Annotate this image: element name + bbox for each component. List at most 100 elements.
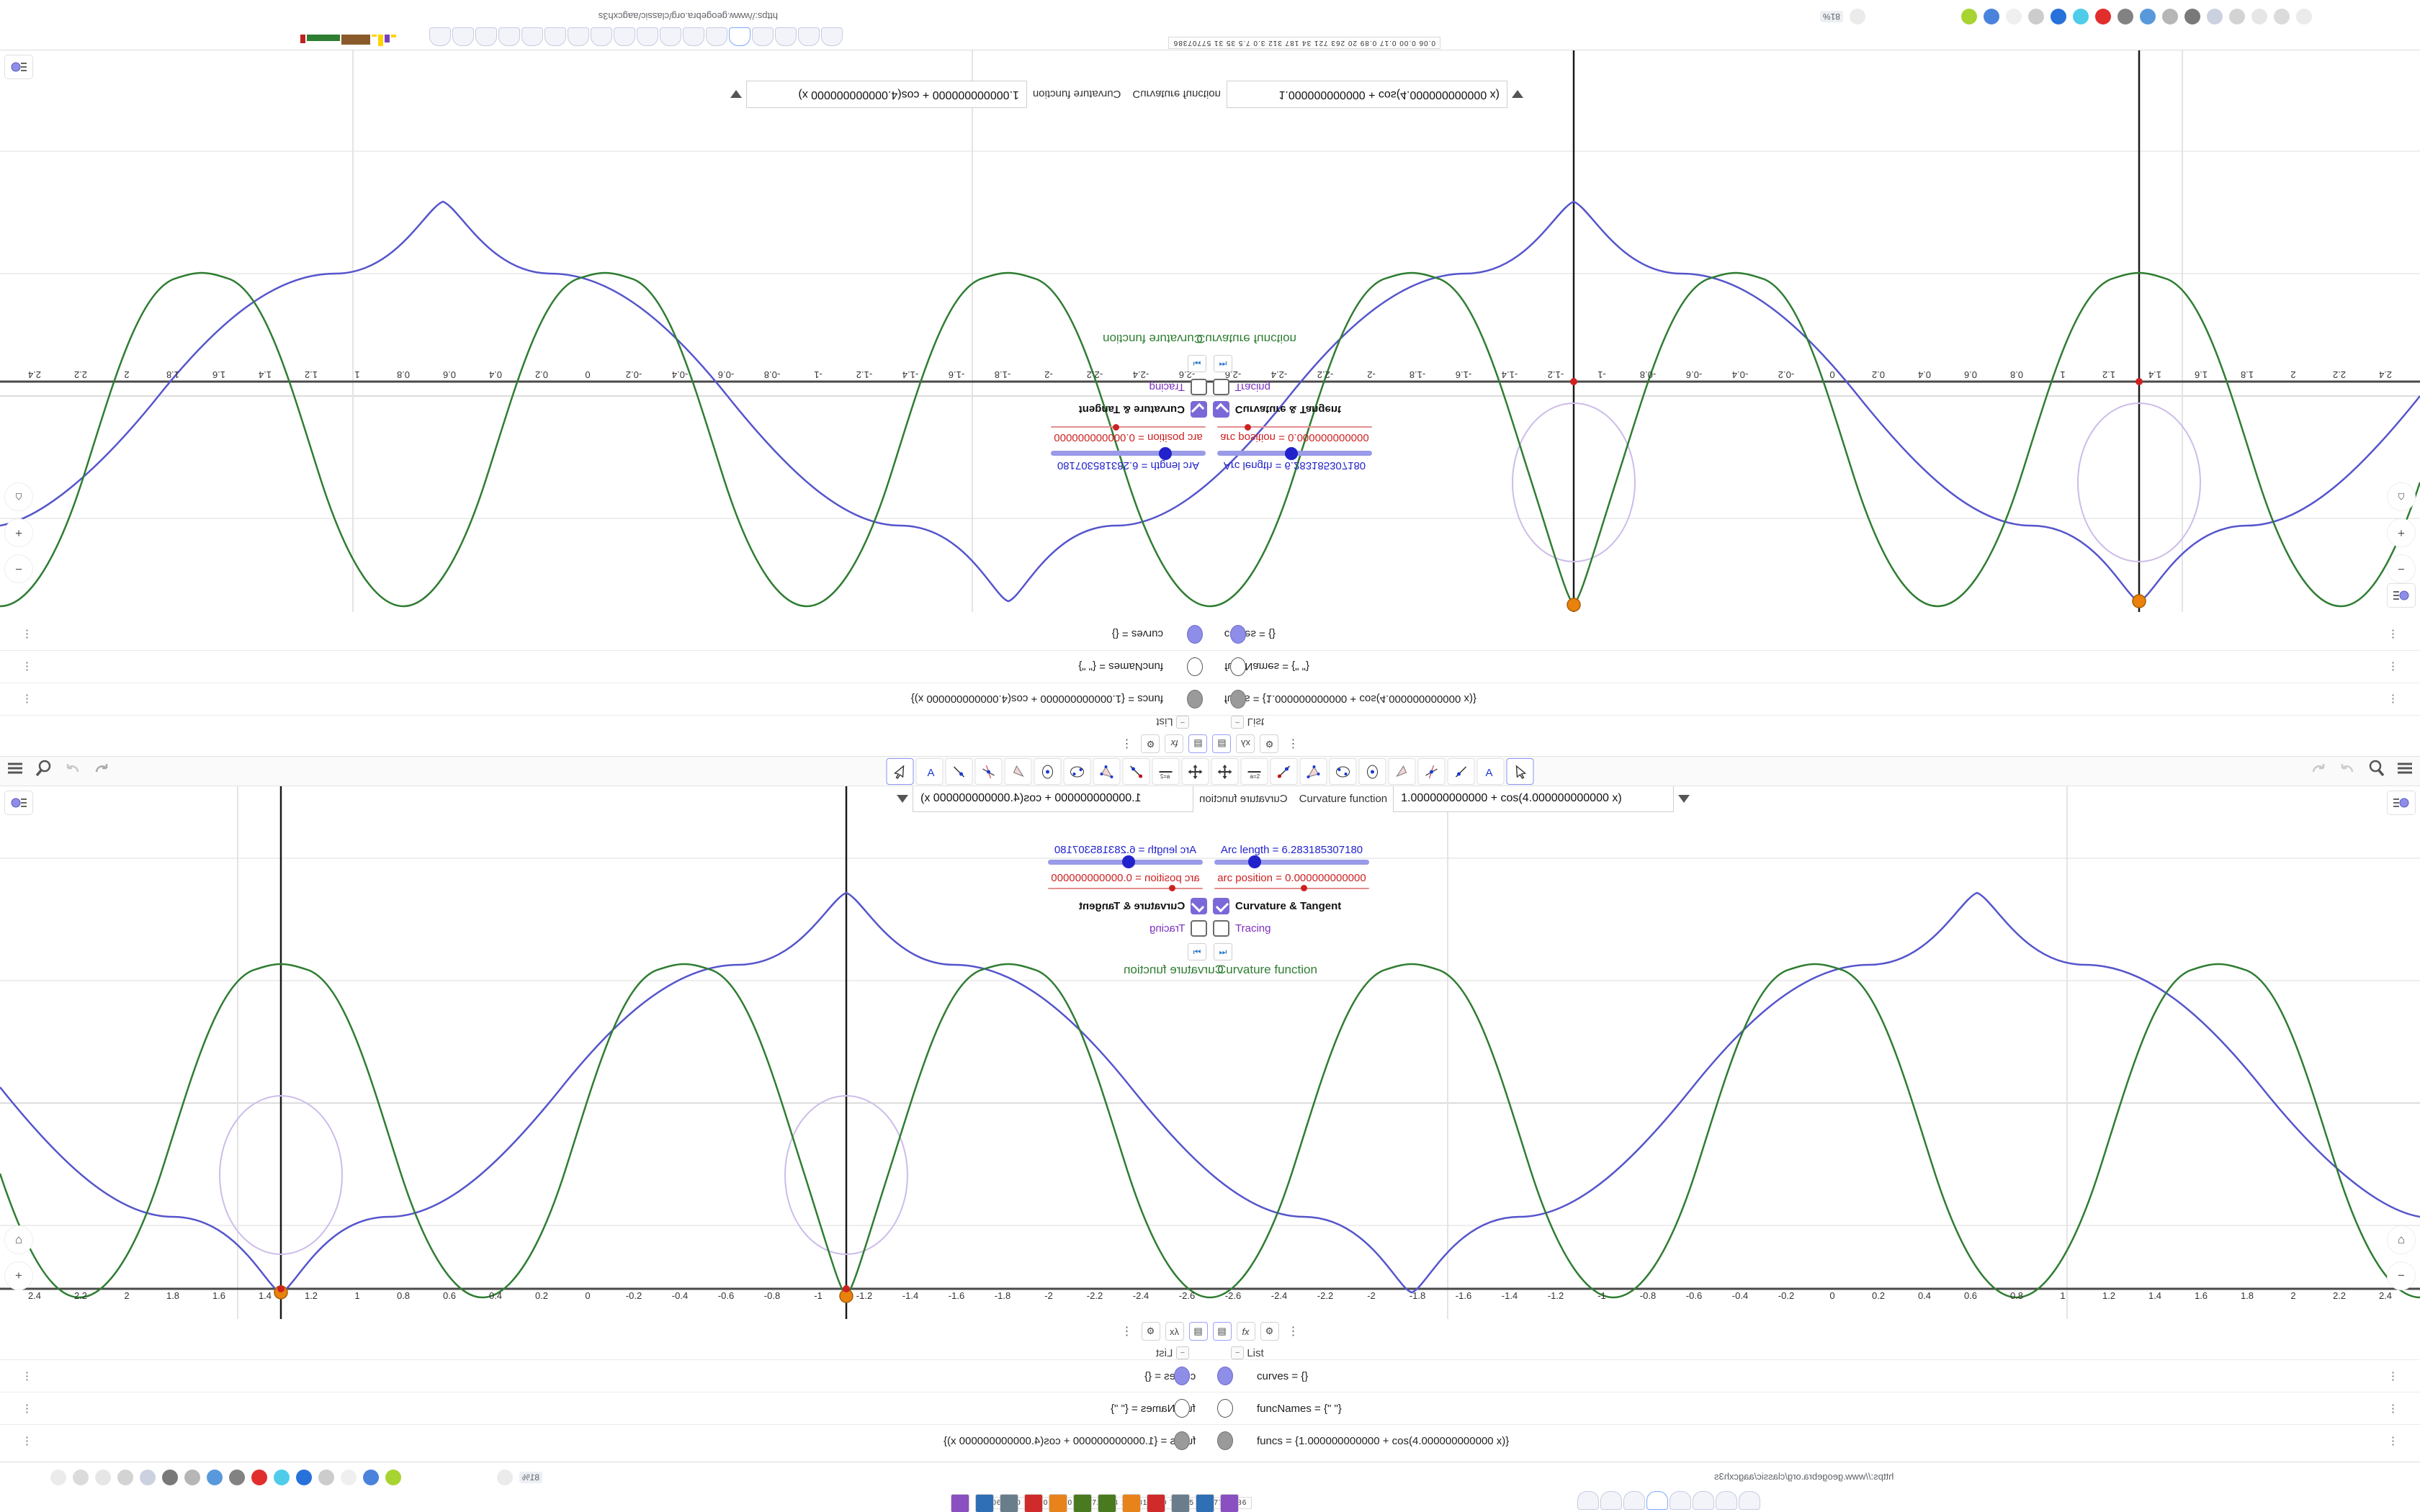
row-menu-icon[interactable]: ⋮: [2388, 628, 2398, 641]
algebra-header[interactable]: ⋮ ⚙ xλ ▤ ▤ fx ⚙ ⋮: [0, 732, 2420, 756]
wrench-icon[interactable]: [73, 1470, 89, 1485]
tray-app-icon[interactable]: [1098, 1494, 1116, 1512]
tool-move-mirror[interactable]: [1181, 758, 1209, 785]
gear-icon[interactable]: [2296, 9, 2312, 24]
tab-strip[interactable]: [429, 24, 843, 49]
share-icon[interactable]: [95, 1470, 111, 1485]
tool-ellipse-3pt-mirror[interactable]: [1063, 758, 1091, 785]
visibility-toggle-2[interactable]: [1187, 657, 1203, 676]
arc-position-knob-mirror[interactable]: [1245, 424, 1252, 431]
lambda-icon[interactable]: xλ: [1165, 1322, 1184, 1341]
curvature-input-row-top[interactable]: 1.000000000000 + cos(4.000000000000 x) C…: [730, 81, 1523, 108]
curvature-tangent-checkbox-mirror[interactable]: [1191, 898, 1207, 914]
gear-icon[interactable]: ⚙: [1260, 734, 1279, 753]
sort-tree-icon[interactable]: ▤: [1212, 734, 1232, 753]
more-options-icon[interactable]: ⋮: [1287, 737, 1299, 750]
algebra-view[interactable]: ⋮ ⚙ xλ ▤ ▤ fx ⚙ ⋮ List − − List ⋮ curves…: [0, 1319, 2420, 1462]
algebra-row[interactable]: ⋮ funcNames = {" "} funcNames = {" "} ⋮: [0, 1392, 2420, 1424]
gear-icon-2[interactable]: ⚙: [1141, 734, 1160, 753]
undo-icon-mirror[interactable]: [2309, 759, 2328, 778]
fx-icon[interactable]: fx: [1236, 1322, 1255, 1341]
sort-tree-icon-2[interactable]: ▤: [1188, 734, 1208, 753]
row-menu-icon-2[interactable]: ⋮: [22, 628, 32, 641]
tool-line-point[interactable]: [1270, 758, 1298, 785]
tool-text-A-mirror[interactable]: A: [915, 758, 944, 785]
arc-length-knob[interactable]: [1158, 447, 1172, 460]
toolbar-right-group[interactable]: [2309, 759, 2414, 778]
bookmark-star-icon[interactable]: [475, 1470, 490, 1485]
collapse-button[interactable]: −: [1175, 1346, 1189, 1359]
graphics-view[interactable]: Curvature function Curvature function -2…: [0, 786, 2420, 1319]
row-menu-icon[interactable]: ⋮: [2388, 693, 2398, 706]
fx-icon[interactable]: fx: [1165, 734, 1184, 753]
colorpicker-icon[interactable]: [1961, 9, 1977, 24]
row-menu-icon[interactable]: ⋮: [22, 1434, 32, 1447]
arc-position-slider-mirror[interactable]: arc position = 0.000000000000: [1217, 424, 1372, 444]
row-menu-icon-2[interactable]: ⋮: [2388, 1402, 2398, 1415]
visibility-toggle-2[interactable]: [1187, 690, 1203, 708]
nav-last-button[interactable]: ⏭: [1214, 943, 1232, 960]
browser-tab[interactable]: [498, 27, 520, 46]
trash-icon[interactable]: [229, 1470, 245, 1485]
browser-toolbar-top[interactable]: 81%: [1819, 9, 2312, 24]
tray-app-icon[interactable]: [1196, 1494, 1214, 1512]
home-button-mirror[interactable]: ⌂: [2387, 482, 2416, 511]
browser-tab[interactable]: [1670, 1491, 1691, 1510]
arc-length-slider-mirror[interactable]: Arc length = 6.283185307180: [1217, 447, 1372, 472]
browser-tab[interactable]: [706, 27, 727, 46]
visibility-toggle[interactable]: [1230, 690, 1246, 708]
download-icon[interactable]: [408, 1470, 424, 1485]
arc-position-knob-mirror[interactable]: [1168, 885, 1175, 891]
nav-first-button[interactable]: ⏮: [1188, 943, 1206, 960]
tool-angle-mirror[interactable]: [1093, 758, 1121, 785]
tool-text-A[interactable]: A: [1476, 758, 1505, 785]
visibility-toggle[interactable]: [1230, 657, 1246, 676]
visibility-toggle-2[interactable]: [1217, 1399, 1233, 1418]
style-bar-button-right[interactable]: [2387, 791, 2416, 815]
ublock-icon[interactable]: [2184, 9, 2200, 24]
row-menu-icon-2[interactable]: ⋮: [22, 693, 32, 706]
tool-segment-mirror[interactable]: [945, 758, 973, 785]
browser-tab[interactable]: [1716, 1491, 1737, 1510]
browser-tab[interactable]: [568, 27, 589, 46]
graphics-view-top[interactable]: Curvature function Curvature function -2…: [0, 50, 2420, 612]
browser-tab[interactable]: [660, 27, 681, 46]
tool-intersect-mirror[interactable]: [974, 758, 1003, 785]
browser-tab[interactable]: [1739, 1491, 1760, 1510]
arc-position-knob[interactable]: [1301, 885, 1308, 891]
arc-position-slider[interactable]: arc position = 0.000000000000: [1051, 424, 1206, 444]
overlay-controls-top[interactable]: Arc length = 6.283185307180 Arc length =…: [1048, 355, 1372, 472]
tool-select-arrow[interactable]: [1506, 758, 1534, 785]
nav-first-button[interactable]: ⏮: [1214, 355, 1232, 372]
curvature-function-value-mirror[interactable]: 1.000000000000 + cos(4.000000000000 x): [1227, 81, 1507, 108]
add-icon[interactable]: [296, 1470, 312, 1485]
add-icon[interactable]: [2051, 9, 2066, 24]
tab-strip-bottom[interactable]: [1577, 1488, 1760, 1512]
tray-app-icon[interactable]: [1147, 1494, 1165, 1512]
wrench-icon[interactable]: [2274, 9, 2290, 24]
chevron-down-icon-mirror[interactable]: [897, 794, 908, 803]
collapse-button[interactable]: −: [1231, 716, 1245, 729]
download-arrow-icon[interactable]: [2073, 9, 2089, 24]
back-arrow-icon[interactable]: [1894, 9, 1910, 24]
gear-icon[interactable]: [50, 1470, 66, 1485]
notes-icon[interactable]: [184, 1470, 200, 1485]
record-icon[interactable]: [251, 1470, 267, 1485]
reload-icon[interactable]: [1917, 9, 1932, 24]
capsule-icon[interactable]: [2006, 9, 2022, 24]
tray-app-icon[interactable]: [1000, 1494, 1018, 1512]
tray-app-icon[interactable]: [1122, 1494, 1141, 1512]
sort-tree-icon[interactable]: ▤: [1188, 1322, 1208, 1341]
reload-icon[interactable]: [430, 1470, 446, 1485]
zoom-in-button[interactable]: +: [4, 518, 33, 547]
visibility-toggle[interactable]: [1230, 625, 1246, 644]
nav-last-button[interactable]: ⏭: [1188, 355, 1206, 372]
tool-angle[interactable]: [1299, 758, 1327, 785]
browser-tab[interactable]: [798, 27, 820, 46]
network-icon[interactable]: [207, 1470, 223, 1485]
curvature-tangent-checkbox[interactable]: [1213, 898, 1229, 914]
row-menu-icon-2[interactable]: ⋮: [2388, 1369, 2398, 1382]
tray-app-icon[interactable]: [951, 1494, 969, 1512]
tray-app-icon[interactable]: [1073, 1494, 1092, 1512]
